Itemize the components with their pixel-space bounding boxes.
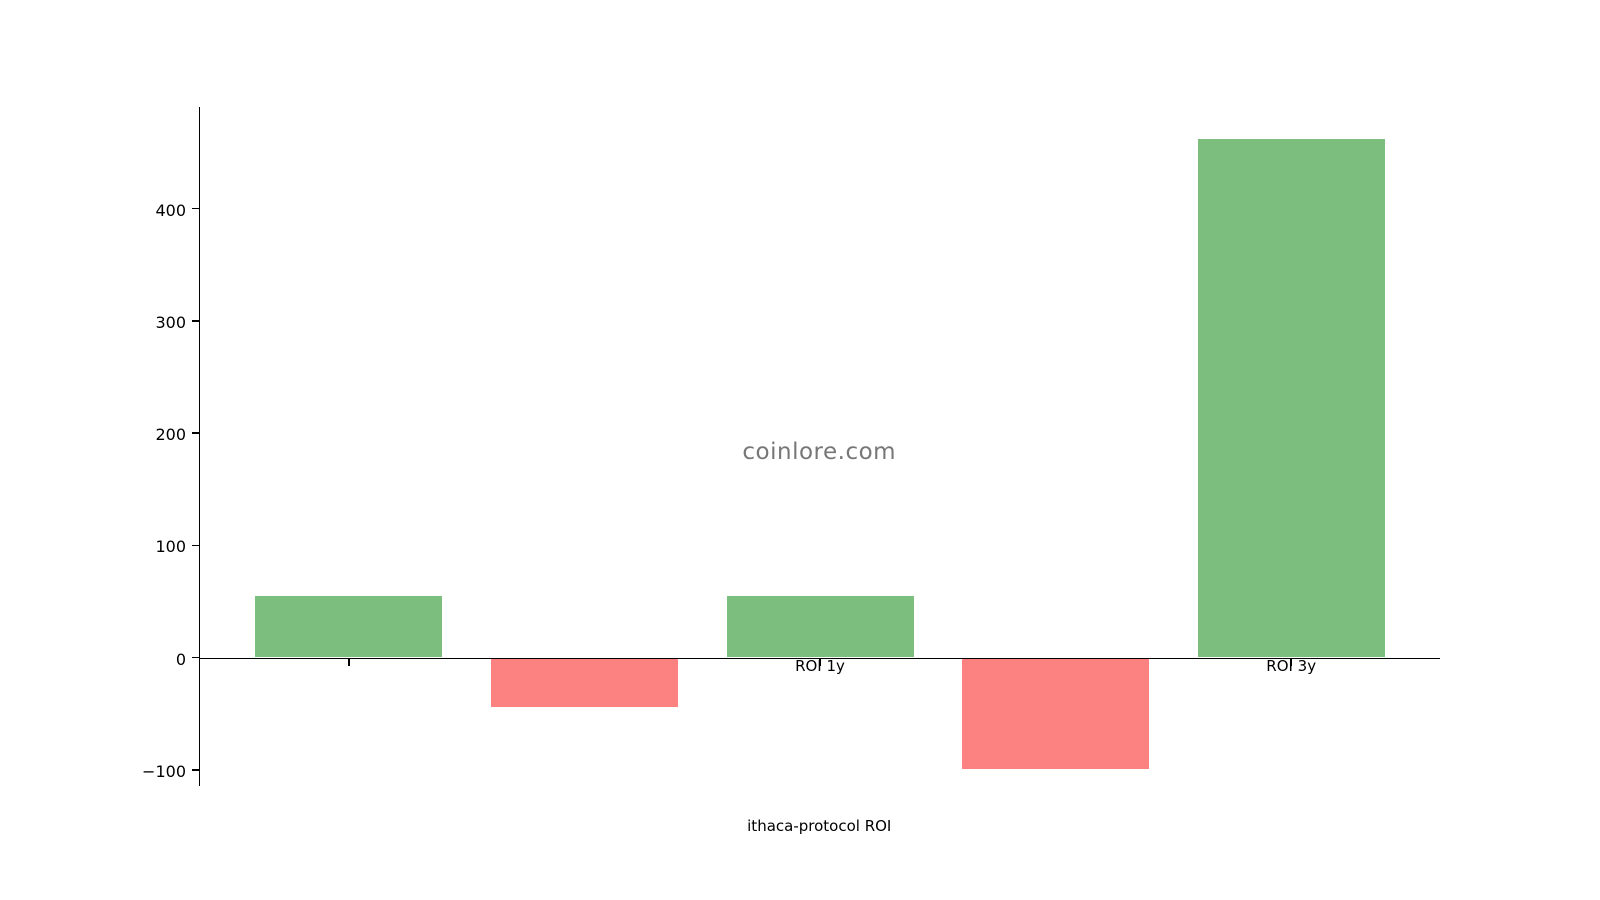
y-tick-label: 100 — [155, 537, 186, 557]
y-axis-line — [198, 107, 200, 786]
chart-bar-unlabeled-0 — [255, 595, 443, 658]
y-tick-label: −100 — [142, 761, 186, 781]
y-tick-mark — [191, 656, 199, 659]
watermark-text: coinlore.com — [742, 439, 897, 465]
x-tick-mark — [1290, 657, 1292, 666]
x-tick-label: ROI 1y — [795, 657, 845, 675]
y-tick-mark — [191, 769, 199, 771]
y-tick-mark — [191, 432, 199, 434]
chart-bar-ROI 1y — [726, 595, 914, 658]
y-tick-label: 300 — [155, 312, 186, 332]
x-tick-label: ROI 3y — [1266, 657, 1317, 675]
y-tick-mark — [191, 207, 199, 210]
chart-bar-unlabeled-1 — [490, 657, 678, 707]
y-tick-mark — [191, 544, 199, 546]
x-tick-mark — [348, 657, 350, 666]
chart-title: ithaca-protocol ROI — [747, 817, 892, 835]
y-tick-label: 0 — [175, 649, 186, 669]
y-tick-mark — [191, 320, 199, 322]
x-tick-mark — [819, 657, 821, 666]
y-tick-label: 400 — [155, 200, 186, 220]
chart-bar-unlabeled-3 — [962, 657, 1150, 769]
chart-bar-ROI 3y — [1197, 138, 1385, 658]
y-tick-label: 200 — [155, 425, 186, 444]
